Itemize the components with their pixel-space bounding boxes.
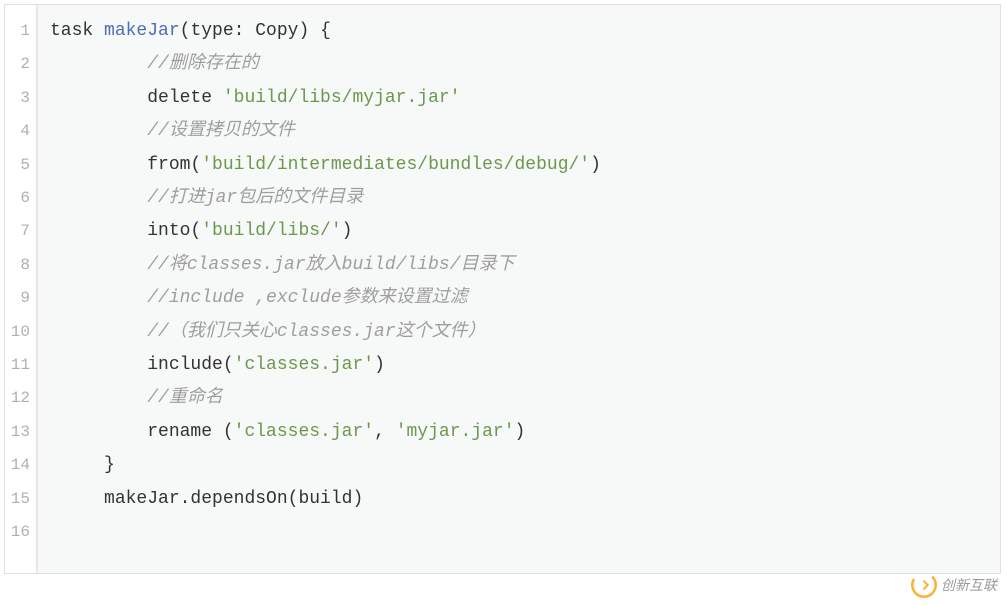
- code-line-4: //设置拷贝的文件: [50, 115, 1000, 148]
- line-number: 7: [5, 215, 36, 248]
- line-number: 5: [5, 149, 36, 182]
- code-line-11: include('classes.jar'): [50, 349, 1000, 382]
- code-line-3: delete 'build/libs/myjar.jar': [50, 82, 1000, 115]
- watermark-text: 创新互联: [941, 575, 997, 595]
- line-number: 6: [5, 182, 36, 215]
- line-number: 2: [5, 48, 36, 81]
- code-line-13: rename ('classes.jar', 'myjar.jar'): [50, 416, 1000, 449]
- line-number: 3: [5, 82, 36, 115]
- line-number: 11: [5, 349, 36, 382]
- code-line-12: //重命名: [50, 382, 1000, 415]
- code-line-10: //（我们只关心classes.jar这个文件）: [50, 316, 1000, 349]
- watermark: 创新互联: [911, 572, 997, 598]
- code-line-5: from('build/intermediates/bundles/debug/…: [50, 149, 1000, 182]
- line-number: 16: [5, 516, 36, 549]
- code-line-16: makeJar.dependsOn(build): [50, 483, 1000, 516]
- line-number: 12: [5, 382, 36, 415]
- line-number: 10: [5, 316, 36, 349]
- line-number: 8: [5, 249, 36, 282]
- code-line-2: //删除存在的: [50, 48, 1000, 81]
- line-number: 13: [5, 416, 36, 449]
- code-line-14: }: [50, 449, 1000, 482]
- code-line-1: task makeJar(type: Copy) {: [50, 15, 1000, 48]
- watermark-logo-icon: [911, 572, 937, 598]
- code-line-8: //将classes.jar放入build/libs/目录下: [50, 249, 1000, 282]
- code-line-6: //打进jar包后的文件目录: [50, 182, 1000, 215]
- code-content[interactable]: task makeJar(type: Copy) { //删除存在的 delet…: [37, 5, 1000, 573]
- code-line-9: //include ,exclude参数来设置过滤: [50, 282, 1000, 315]
- line-number: 15: [5, 483, 36, 516]
- line-number: 1: [5, 15, 36, 48]
- line-number: 4: [5, 115, 36, 148]
- line-number-gutter: 1 2 3 4 5 6 7 8 9 10 11 12 13 14 15 16: [5, 5, 37, 573]
- code-editor: 1 2 3 4 5 6 7 8 9 10 11 12 13 14 15 16 t…: [4, 4, 1001, 574]
- line-number: 9: [5, 282, 36, 315]
- line-number: 14: [5, 449, 36, 482]
- code-line-7: into('build/libs/'): [50, 215, 1000, 248]
